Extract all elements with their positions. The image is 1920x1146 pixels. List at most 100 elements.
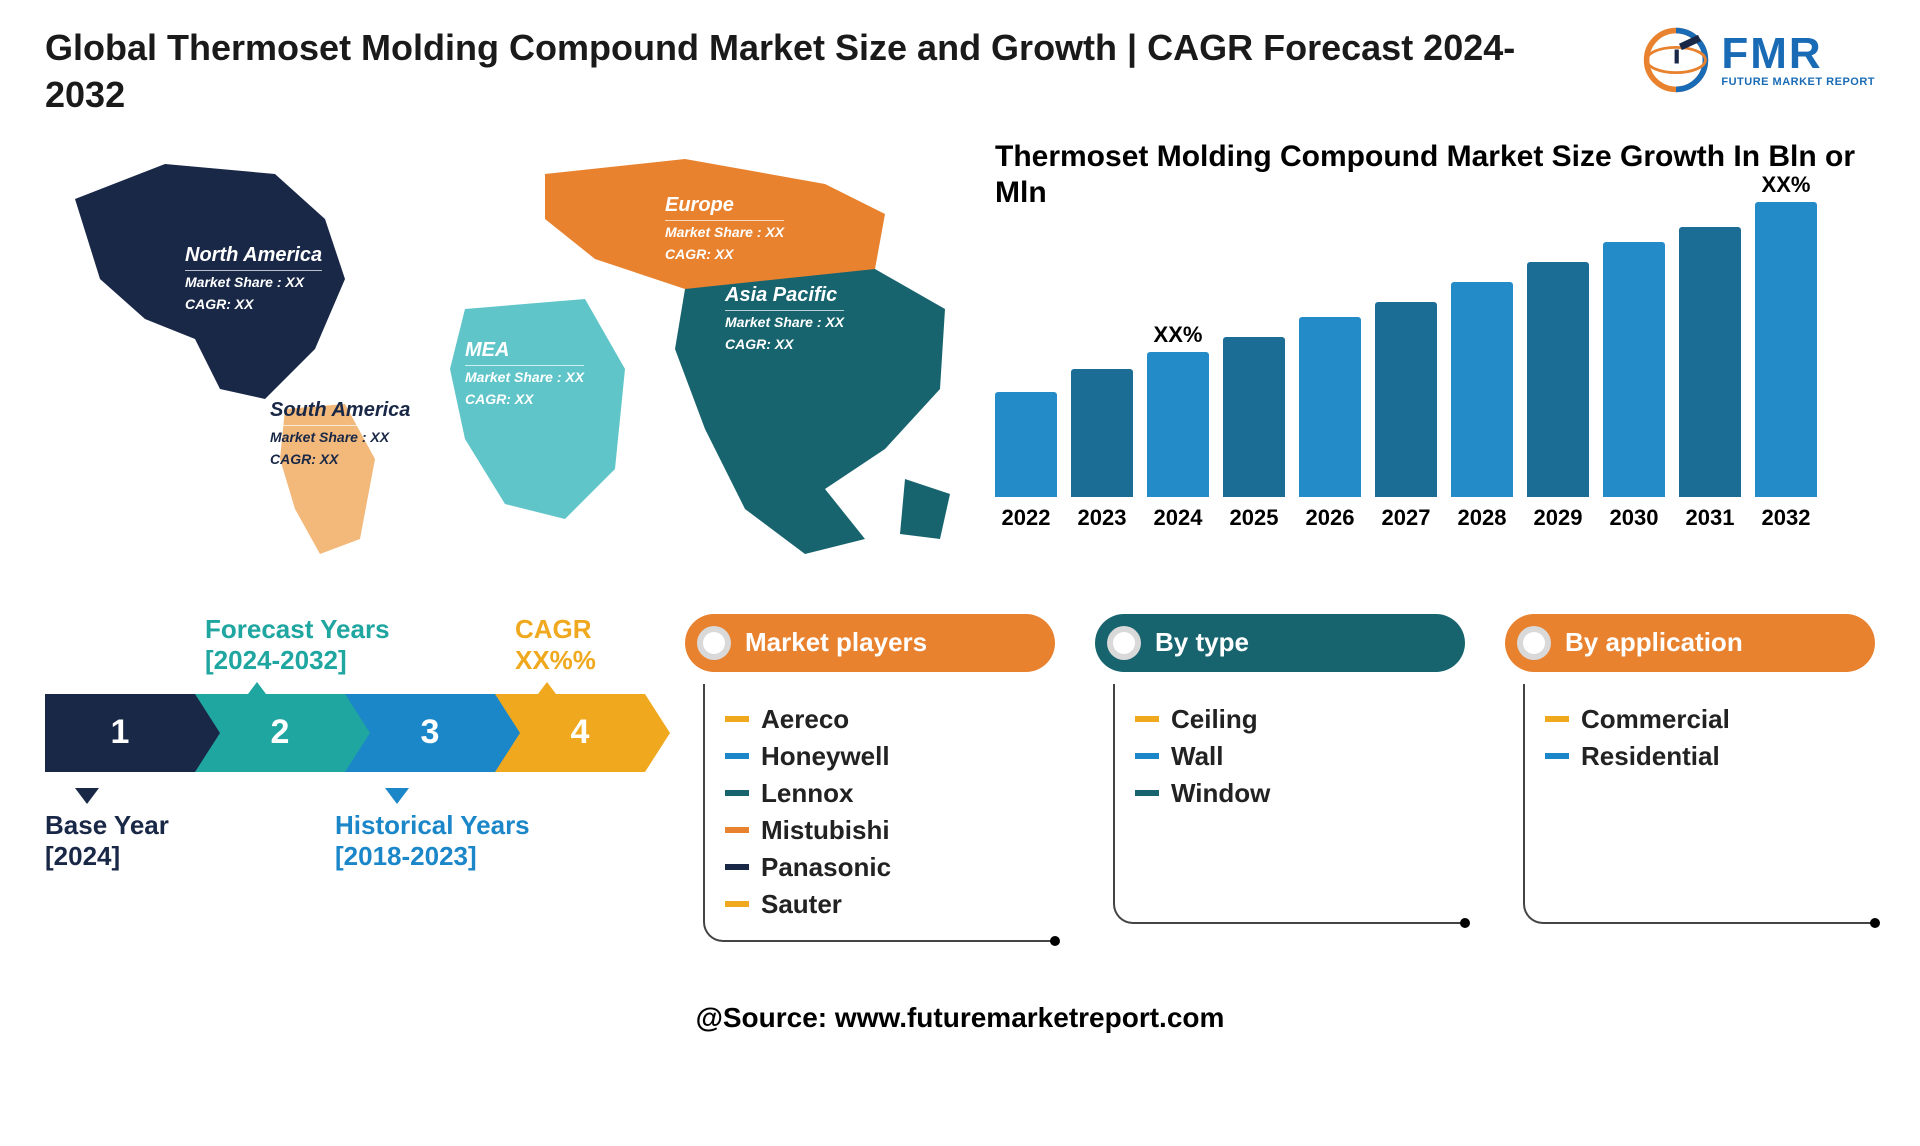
logo-sub-text: FUTURE MARKET REPORT: [1721, 76, 1875, 88]
region-north-america: North America Market Share : XX CAGR: XX: [185, 244, 322, 312]
dash-icon: [725, 901, 749, 907]
dash-icon: [1135, 716, 1159, 722]
bar-rect: [1071, 369, 1133, 497]
bar-2025: 2025: [1223, 337, 1285, 531]
bar-year-label: 2023: [1078, 505, 1127, 531]
cagr-text1: CAGR: [515, 614, 596, 645]
cagr-label: CAGR XX%%: [515, 614, 596, 704]
segment-item-label: Commercial: [1581, 704, 1730, 735]
bar-rect: [1603, 242, 1665, 497]
segment-item: Panasonic: [725, 852, 1045, 883]
bar-2023: 2023: [1071, 369, 1133, 531]
segment-item: Wall: [1135, 741, 1455, 772]
bar-2024: XX%2024: [1147, 352, 1209, 531]
source-text: @Source: www.futuremarketreport.com: [45, 1002, 1875, 1034]
bar-2026: 2026: [1299, 317, 1361, 531]
segment-item-label: Honeywell: [761, 741, 890, 772]
segment-item-label: Panasonic: [761, 852, 891, 883]
base-text1: Base Year: [45, 810, 169, 841]
segment-item: Lennox: [725, 778, 1045, 809]
forecast-text2: [2024-2032]: [205, 645, 390, 676]
page-title: Global Thermoset Molding Compound Market…: [45, 25, 1545, 119]
bar-year-label: 2032: [1762, 505, 1811, 531]
timeline-panel: Forecast Years [2024-2032] CAGR XX%% 123…: [45, 614, 645, 942]
segment-item: Commercial: [1545, 704, 1865, 735]
dash-icon: [725, 864, 749, 870]
bar-rect: [1451, 282, 1513, 497]
timeline-seg-1: 1: [45, 694, 195, 772]
segment-body: Aereco Honeywell Lennox Mistubishi Panasonic…: [703, 684, 1055, 942]
region-stat: Market Share : XX: [185, 270, 322, 290]
segment-item-label: Residential: [1581, 741, 1720, 772]
bar-year-label: 2030: [1610, 505, 1659, 531]
bar-year-label: 2022: [1002, 505, 1051, 531]
chart-title: Thermoset Molding Compound Market Size G…: [995, 139, 1875, 211]
bar-rect: [1299, 317, 1361, 497]
segment-header: Market players: [685, 614, 1055, 672]
bar-2028: 2028: [1451, 282, 1513, 531]
bar-2031: 2031: [1679, 227, 1741, 531]
segment-header: By application: [1505, 614, 1875, 672]
bar-2027: 2027: [1375, 302, 1437, 531]
bar-rect: [1527, 262, 1589, 497]
bar-note: XX%: [1154, 322, 1203, 348]
cagr-text2: XX%%: [515, 645, 596, 676]
forecast-text1: Forecast Years: [205, 614, 390, 645]
bar-rect: [1755, 202, 1817, 497]
segment-item: Aereco: [725, 704, 1045, 735]
segment-item: Residential: [1545, 741, 1865, 772]
bar-2030: 2030: [1603, 242, 1665, 531]
segment-body: Commercial Residential: [1523, 684, 1875, 924]
base-text2: [2024]: [45, 841, 169, 872]
bar-rect: [1223, 337, 1285, 497]
segment-market-players: Market players Aereco Honeywell Lennox Mistu…: [685, 614, 1055, 942]
region-europe: EuropeMarket Share : XXCAGR: XX: [665, 194, 784, 262]
dash-icon: [725, 716, 749, 722]
bar-year-label: 2025: [1230, 505, 1279, 531]
segment-item-label: Window: [1171, 778, 1270, 809]
region-stat: Market Share : XX: [725, 310, 844, 330]
globe-telescope-icon: [1641, 25, 1711, 95]
dash-icon: [725, 827, 749, 833]
bar-year-label: 2028: [1458, 505, 1507, 531]
bar-rect: [1375, 302, 1437, 497]
dash-icon: [1545, 753, 1569, 759]
segment-item: Mistubishi: [725, 815, 1045, 846]
segment-item-label: Mistubishi: [761, 815, 890, 846]
segment-item: Ceiling: [1135, 704, 1455, 735]
hist-label: Historical Years [2018-2023]: [335, 782, 530, 872]
segment-by-application: By application Commercial Residential: [1505, 614, 1875, 942]
region-stat: CAGR: XX: [725, 333, 844, 352]
segment-by-type: By type Ceiling Wall Window: [1095, 614, 1465, 942]
bar-rect: [1679, 227, 1741, 497]
dash-icon: [1545, 716, 1569, 722]
region-stat: Market Share : XX: [270, 425, 410, 445]
region-stat: CAGR: XX: [185, 293, 322, 312]
segment-item-label: Sauter: [761, 889, 842, 920]
region-mea: MEAMarket Share : XXCAGR: XX: [465, 339, 584, 407]
region-south-america: South AmericaMarket Share : XXCAGR: XX: [270, 399, 410, 467]
segment-item-label: Ceiling: [1171, 704, 1258, 735]
segment-item-label: Wall: [1171, 741, 1223, 772]
dash-icon: [1135, 790, 1159, 796]
bar-2029: 2029: [1527, 262, 1589, 531]
bar-note: XX%: [1762, 172, 1811, 198]
bar-2032: XX%2032: [1755, 202, 1817, 531]
segment-body: Ceiling Wall Window: [1113, 684, 1465, 924]
segment-item: Honeywell: [725, 741, 1045, 772]
segment-title: By type: [1155, 627, 1249, 658]
region-name: North America: [185, 244, 322, 267]
bar-rect: [1147, 352, 1209, 497]
bar-year-label: 2027: [1382, 505, 1431, 531]
region-name: Asia Pacific: [725, 284, 844, 307]
bar-year-label: 2026: [1306, 505, 1355, 531]
segment-title: By application: [1565, 627, 1743, 658]
dash-icon: [1135, 753, 1159, 759]
logo-main-text: FMR: [1721, 32, 1875, 76]
bar-2022: 2022: [995, 392, 1057, 531]
region-asia-pacific: Asia Pacific Market Share : XX CAGR: XX: [725, 284, 844, 352]
region-stat: CAGR: XX: [465, 388, 584, 407]
segment-item: Sauter: [725, 889, 1045, 920]
hist-text1: Historical Years: [335, 810, 530, 841]
region-name: Europe: [665, 194, 784, 217]
